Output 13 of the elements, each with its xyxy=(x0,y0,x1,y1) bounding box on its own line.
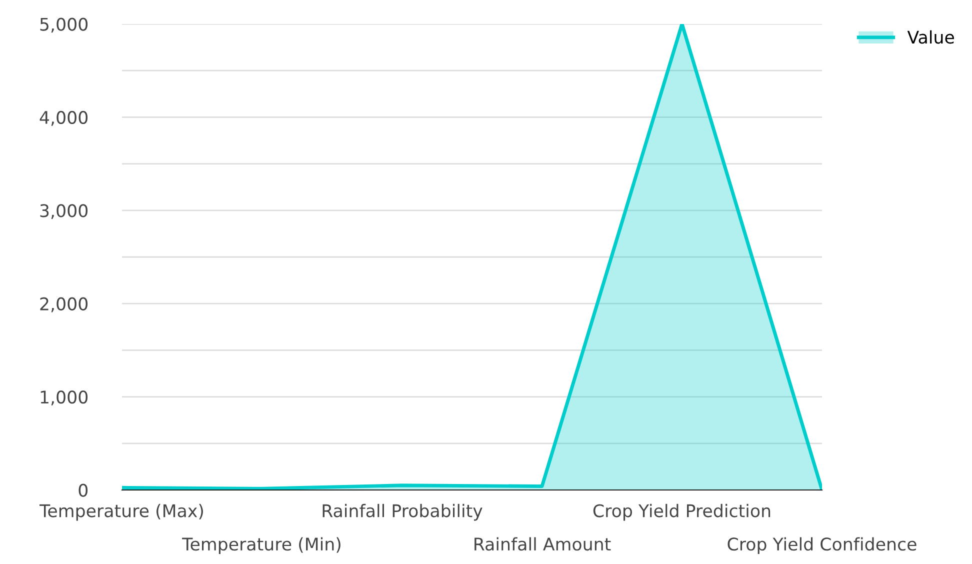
y-tick-label: 5,000 xyxy=(40,18,88,33)
y-tick-label: 2,000 xyxy=(40,297,88,312)
y-tick-label: 0 xyxy=(78,484,88,497)
x-tick-label: Rainfall Amount xyxy=(474,537,611,551)
x-tick-label: Crop Yield Confidence xyxy=(728,537,916,554)
y-tick-label: 1,000 xyxy=(40,390,88,406)
x-tick-label: Rainfall Probability xyxy=(322,504,482,521)
legend-label: Value xyxy=(907,30,954,44)
y-tick-label: 4,000 xyxy=(40,110,88,126)
x-tick-label: Crop Yield Prediction xyxy=(593,504,770,521)
x-tick-label: Temperature (Max) xyxy=(39,504,203,521)
y-tick-label: 3,000 xyxy=(40,204,88,220)
x-tick-label: Temperature (Min) xyxy=(182,537,340,554)
